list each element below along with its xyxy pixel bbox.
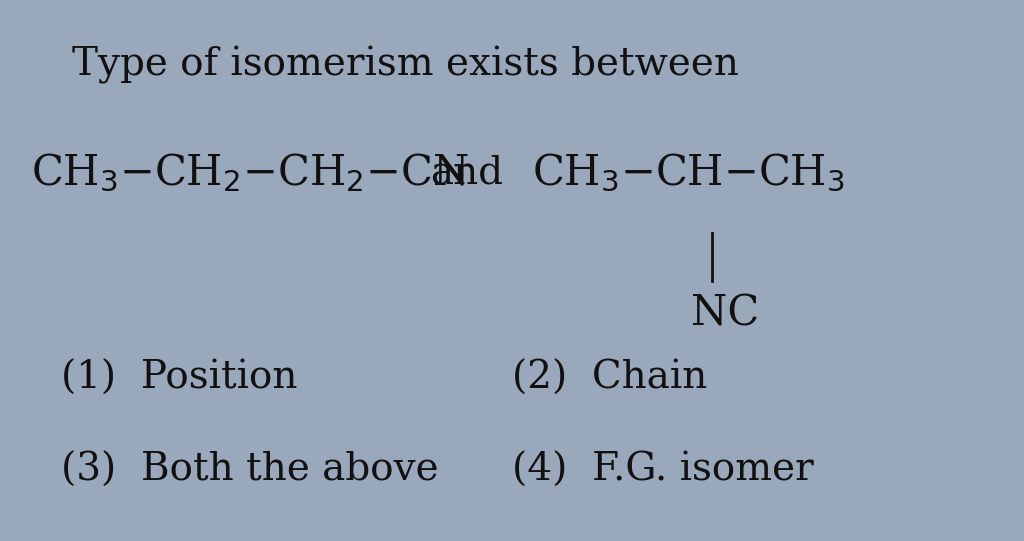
Text: NC: NC [691, 293, 760, 335]
Text: (4)  F.G. isomer: (4) F.G. isomer [512, 452, 814, 489]
Text: CH$_3$−CH$_2$−CH$_2$−CN: CH$_3$−CH$_2$−CH$_2$−CN [31, 152, 468, 194]
Text: Type of isomerism exists between: Type of isomerism exists between [72, 46, 738, 84]
Text: (1)  Position: (1) Position [61, 360, 298, 397]
Text: (2)  Chain: (2) Chain [512, 360, 708, 397]
Text: (3)  Both the above: (3) Both the above [61, 452, 439, 489]
Text: CH$_3$−CH−CH$_3$: CH$_3$−CH−CH$_3$ [532, 152, 846, 194]
Text: and: and [430, 155, 503, 192]
